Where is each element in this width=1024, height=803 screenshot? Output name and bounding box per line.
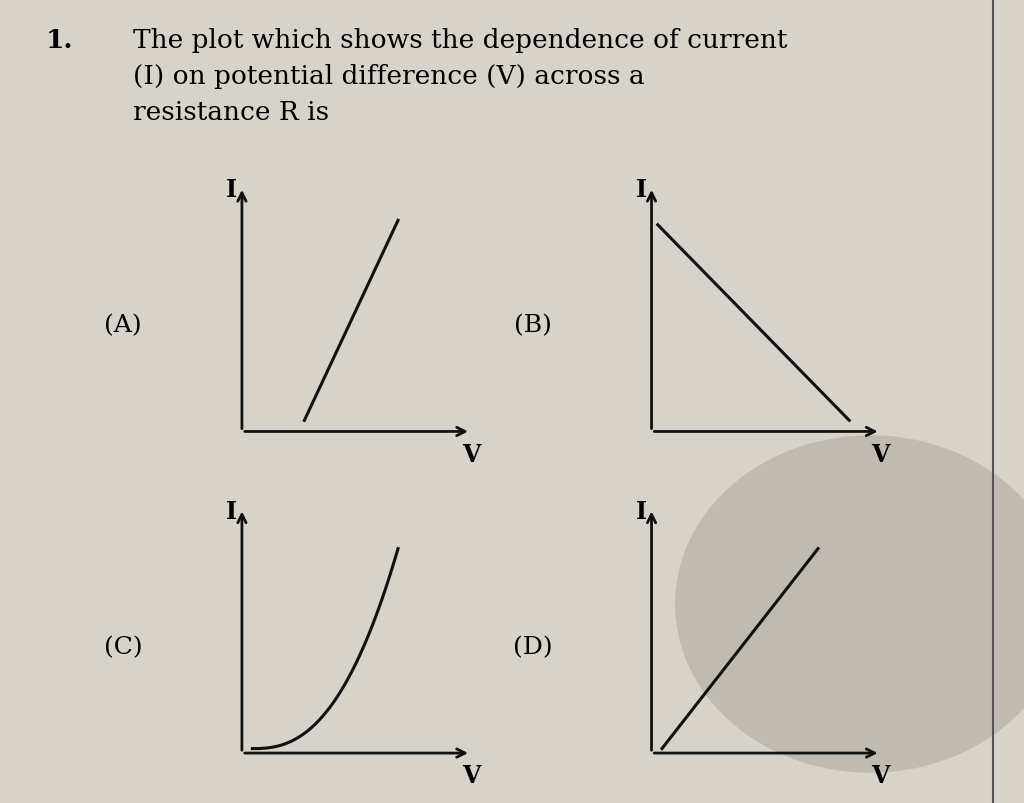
- Text: resistance R is: resistance R is: [133, 100, 330, 125]
- Text: 1.: 1.: [46, 28, 74, 53]
- Text: V: V: [871, 764, 890, 787]
- Text: V: V: [871, 442, 890, 466]
- Text: I: I: [636, 178, 647, 202]
- Text: (A): (A): [104, 314, 141, 336]
- Text: (C): (C): [103, 635, 142, 658]
- Text: I: I: [636, 499, 647, 524]
- Text: (D): (D): [513, 635, 552, 658]
- Text: I: I: [226, 499, 238, 524]
- Text: V: V: [462, 764, 480, 787]
- Text: V: V: [462, 442, 480, 466]
- Circle shape: [676, 436, 1024, 772]
- Text: P: P: [786, 496, 954, 712]
- Text: (B): (B): [514, 314, 551, 336]
- Text: (I) on potential difference (V) across a: (I) on potential difference (V) across a: [133, 64, 645, 89]
- Text: The plot which shows the dependence of current: The plot which shows the dependence of c…: [133, 28, 787, 53]
- Text: I: I: [226, 178, 238, 202]
